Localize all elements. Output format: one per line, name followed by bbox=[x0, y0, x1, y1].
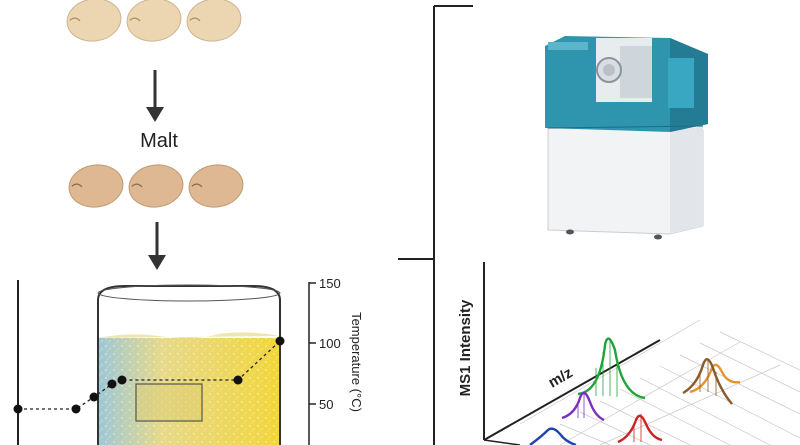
spectrum-peak-orange bbox=[689, 363, 741, 394]
temperature-point bbox=[117, 375, 127, 385]
temperature-point bbox=[107, 379, 117, 389]
temperature-point bbox=[71, 404, 81, 414]
temperature-axis-label: Temperature (°C) bbox=[349, 312, 364, 412]
arrow-malt-to-mash bbox=[148, 222, 166, 270]
spectrum-peak-red bbox=[617, 414, 663, 444]
ms1-spectrum-plot: m/z MS1 Intensity bbox=[457, 262, 800, 445]
intensity-axis-label: MS1 Intensity bbox=[457, 299, 474, 396]
barley-grain bbox=[66, 0, 122, 42]
temperature-profile bbox=[13, 336, 285, 414]
malt-label: Malt bbox=[140, 130, 178, 152]
temperature-point bbox=[275, 336, 285, 346]
spectrum-peak-purple bbox=[561, 391, 605, 422]
temperature-tick: 50 bbox=[319, 397, 333, 412]
barley-grain bbox=[126, 0, 182, 42]
mash-tank bbox=[97, 284, 281, 445]
workflow-bracket bbox=[398, 5, 473, 445]
barley-grain-row bbox=[66, 0, 242, 42]
mz-axis-line bbox=[483, 339, 661, 441]
temperature-point bbox=[89, 392, 99, 402]
malt-grain bbox=[188, 164, 244, 208]
malt-grain bbox=[68, 164, 124, 208]
malt-grain bbox=[128, 164, 184, 208]
malt-grain-row bbox=[68, 164, 244, 208]
temperature-tick: 100 bbox=[319, 336, 341, 351]
spectrum-peak-blue bbox=[529, 427, 577, 445]
arrow-barley-to-malt bbox=[146, 70, 164, 122]
spectrum-peak-brown bbox=[682, 358, 733, 405]
mass-spectrometer bbox=[545, 36, 708, 240]
barley-grain bbox=[186, 0, 242, 42]
mz-axis-label: m/z bbox=[546, 364, 576, 391]
tank-sample-window bbox=[135, 383, 203, 422]
temperature-point bbox=[13, 404, 23, 414]
temperature-axis: 150 100 50 Temperature (°C) bbox=[308, 276, 364, 445]
temperature-tick: 150 bbox=[319, 276, 341, 291]
temperature-point bbox=[233, 375, 243, 385]
spectrum-peak-green bbox=[577, 337, 646, 400]
